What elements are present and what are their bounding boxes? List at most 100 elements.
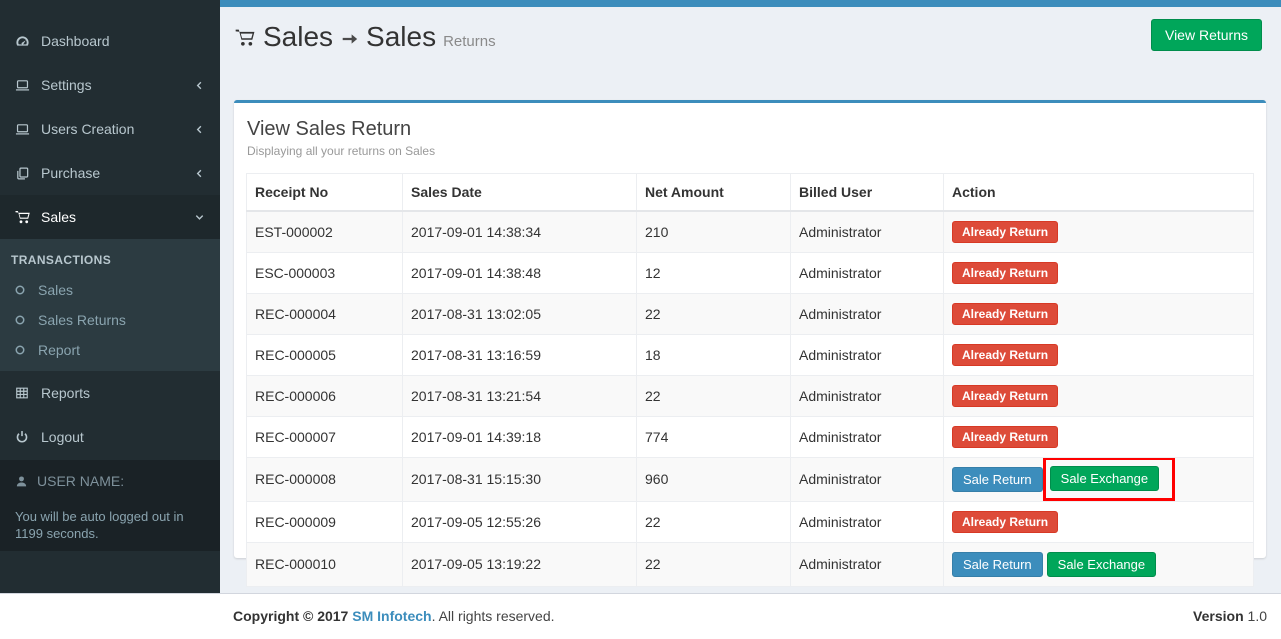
sidebar-item-users-creation[interactable]: Users Creation <box>0 107 220 151</box>
date-cell: 2017-08-31 15:15:30 <box>402 456 637 502</box>
user-name-label: USER NAME: <box>37 473 125 489</box>
table-row: EST-000002 2017-09-01 14:38:34 210 Administ… <box>246 210 1254 253</box>
submenu-item-label: Sales <box>38 282 74 298</box>
chevron-left-icon <box>194 80 205 91</box>
already-return-button[interactable]: Already Return <box>952 220 1059 243</box>
power-icon <box>15 430 41 444</box>
already-return-button[interactable]: Already Return <box>952 384 1059 407</box>
sidebar-item-label: Dashboard <box>41 33 110 49</box>
column-header-net-amount: Net Amount <box>636 173 791 212</box>
sidebar-item-label: Reports <box>41 385 91 401</box>
user-panel: USER NAME: You will be auto logged out i… <box>0 460 220 551</box>
version-label: Version <box>1193 608 1244 624</box>
submenu-item-label: Sales Returns <box>38 312 126 328</box>
content-area: Sales Sales Returns View Returns View Sa… <box>220 7 1281 593</box>
cart-icon <box>15 209 41 225</box>
chevron-left-icon <box>194 124 205 135</box>
column-header-billed-user: Billed User <box>790 173 944 212</box>
user-cell: Administrator <box>790 500 944 543</box>
amount-cell: 18 <box>636 333 791 376</box>
receipt-cell: REC-000004 <box>246 292 403 335</box>
circle-icon <box>14 344 38 356</box>
version-text: Version 1.0 <box>1193 608 1267 624</box>
sale-exchange-button[interactable]: Sale Exchange <box>1046 551 1157 577</box>
amount-cell: 210 <box>636 210 791 253</box>
already-return-button[interactable]: Already Return <box>952 425 1059 448</box>
breadcrumb-secondary: Sales <box>366 21 437 52</box>
circle-icon <box>14 314 38 326</box>
panel-subtitle: Displaying all your returns on Sales <box>247 144 436 158</box>
user-cell: Administrator <box>790 333 944 376</box>
sales-return-panel: View Sales Return Displaying all your re… <box>234 100 1266 587</box>
transactions-section-label: TRANSACTIONS <box>11 253 112 267</box>
already-return-button[interactable]: Already Return <box>952 261 1059 284</box>
table-row: REC-000009 2017-09-05 12:55:26 22 Administr… <box>246 500 1254 543</box>
page-title: Sales Sales Returns <box>235 21 1262 53</box>
action-cell: Already Return <box>943 251 1254 294</box>
column-header-receipt-no: Receipt No <box>246 173 403 212</box>
amount-cell: 22 <box>636 292 791 335</box>
amount-cell: 22 <box>636 374 791 417</box>
action-cell: Sale Return Sale Exchange <box>943 456 1254 502</box>
panel-title: View Sales Return <box>247 118 412 140</box>
sidebar-item-label: Purchase <box>41 165 101 181</box>
action-cell: Already Return <box>943 500 1254 543</box>
table-row: ESC-000003 2017-09-01 14:38:48 12 Administr… <box>246 251 1254 294</box>
arrow-right-icon <box>341 32 358 46</box>
version-value: 1.0 <box>1247 608 1267 624</box>
sidebar-item-dashboard[interactable]: Dashboard <box>0 19 220 63</box>
laptop-icon <box>15 78 41 93</box>
highlight-annotation-box: Sale Exchange <box>1042 458 1176 500</box>
receipt-cell: REC-000009 <box>246 500 403 543</box>
already-return-button[interactable]: Already Return <box>952 343 1059 366</box>
sidebar: Dashboard Settings Users Creation <box>0 0 220 593</box>
already-return-button[interactable]: Already Return <box>952 510 1059 533</box>
sidebar-item-purchase[interactable]: Purchase <box>0 151 220 195</box>
dashboard-icon <box>15 34 41 49</box>
receipt-cell: REC-000005 <box>246 333 403 376</box>
action-cell: Already Return <box>943 374 1254 417</box>
amount-cell: 774 <box>636 415 791 458</box>
sidebar-item-logout[interactable]: Logout <box>0 415 220 459</box>
chevron-left-icon <box>194 168 205 179</box>
table-row: REC-000005 2017-08-31 13:16:59 18 Administr… <box>246 333 1254 376</box>
receipt-cell: REC-000010 <box>246 541 403 587</box>
sidebar-item-settings[interactable]: Settings <box>0 63 220 107</box>
user-cell: Administrator <box>790 415 944 458</box>
copy-icon <box>15 166 41 181</box>
date-cell: 2017-09-01 14:39:18 <box>402 415 637 458</box>
cart-icon <box>235 27 256 48</box>
sale-return-button[interactable]: Sale Return <box>952 466 1043 492</box>
receipt-cell: EST-000002 <box>246 210 403 253</box>
date-cell: 2017-09-05 13:19:22 <box>402 541 637 587</box>
breadcrumb-primary: Sales <box>263 21 334 52</box>
sidebar-item-reports[interactable]: Reports <box>0 371 220 415</box>
user-cell: Administrator <box>790 292 944 335</box>
company-link[interactable]: SM Infotech <box>352 608 432 624</box>
circle-icon <box>14 284 38 296</box>
table-row: REC-000006 2017-08-31 13:21:54 22 Administr… <box>246 374 1254 417</box>
submenu-item-report[interactable]: Report <box>0 335 220 365</box>
sidebar-item-label: Logout <box>41 429 84 445</box>
date-cell: 2017-09-01 14:38:48 <box>402 251 637 294</box>
breadcrumb-sub: Returns <box>443 32 496 50</box>
content-header: Sales Sales Returns View Returns <box>220 7 1281 99</box>
date-cell: 2017-09-01 14:38:34 <box>402 210 637 253</box>
chevron-down-icon <box>194 212 205 223</box>
user-cell: Administrator <box>790 251 944 294</box>
sale-exchange-button[interactable]: Sale Exchange <box>1049 466 1160 491</box>
sales-returns-table: Receipt No Sales Date Net Amount Billed … <box>246 173 1254 587</box>
sidebar-item-sales[interactable]: Sales <box>0 195 220 239</box>
receipt-cell: ESC-000003 <box>246 251 403 294</box>
view-returns-button[interactable]: View Returns <box>1150 19 1262 51</box>
submenu-item-sales[interactable]: Sales <box>0 275 220 305</box>
submenu-item-sales-returns[interactable]: Sales Returns <box>0 305 220 335</box>
user-cell: Administrator <box>790 541 944 587</box>
user-icon <box>15 475 37 488</box>
sidebar-menu: Dashboard Settings Users Creation <box>0 19 220 459</box>
amount-cell: 22 <box>636 500 791 543</box>
amount-cell: 960 <box>636 456 791 502</box>
already-return-button[interactable]: Already Return <box>952 302 1059 325</box>
action-cell: Sale Return Sale Exchange <box>943 541 1254 587</box>
sale-return-button[interactable]: Sale Return <box>952 551 1043 577</box>
